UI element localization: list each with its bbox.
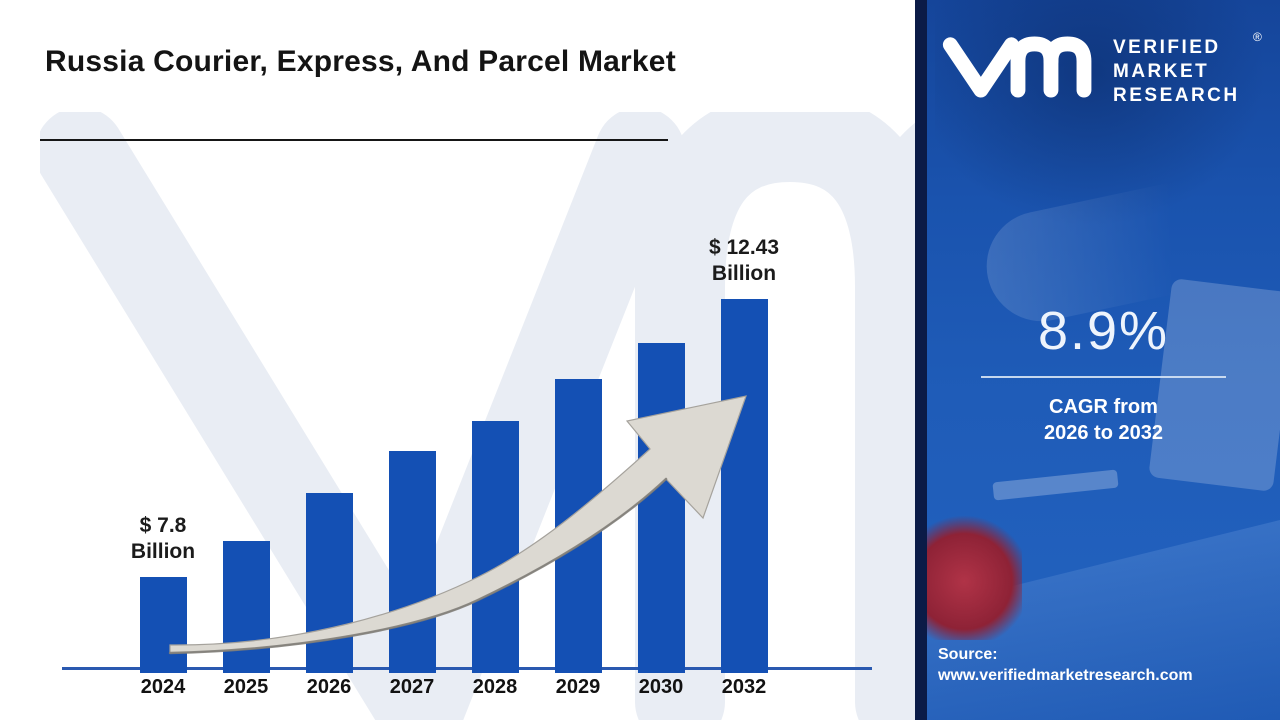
value-callout-2032: $ 12.43 Billion (708, 236, 780, 285)
sidebar-photo-shape-clock (917, 510, 1022, 640)
x-tick-label-2030: 2030 (638, 676, 684, 698)
title-underline (40, 139, 668, 141)
sidebar-photo-shape-keyboard (992, 469, 1119, 501)
brand-sidebar: VERIFIED MARKET RESEARCH ® 8.9% CAGR fro… (915, 0, 1280, 720)
bar-chart: 2024 2025 2026 2027 2028 2029 2030 2032 $ 7.8 Bil… (62, 236, 872, 698)
x-tick-label-2024: 2024 (140, 676, 186, 698)
value-callout-2024: $ 7.8 Billion (130, 514, 196, 563)
bar-2032 (720, 299, 768, 673)
bar-2028 (471, 421, 519, 673)
source-label: Source: (938, 646, 998, 663)
bar-2026 (305, 493, 353, 673)
registered-trademark-icon: ® (1253, 30, 1262, 44)
x-tick-label-2028: 2028 (472, 676, 518, 698)
vmr-monogram-watermark-icon (40, 112, 940, 720)
source-block: Source: www.verifiedmarketresearch.com (938, 644, 1268, 686)
brand-name: VERIFIED MARKET RESEARCH (1113, 36, 1240, 108)
cagr-caption-line2: 2026 to 2032 (1044, 422, 1163, 444)
bar-2029 (554, 379, 602, 673)
chart-panel: Russia Courier, Express, And Parcel Mark… (40, 45, 940, 720)
x-tick-label-2026: 2026 (306, 676, 352, 698)
brand-name-line1: VERIFIED (1113, 37, 1221, 58)
bar-2024 (139, 577, 187, 673)
cagr-block: 8.9% CAGR from 2026 to 2032 (927, 300, 1280, 446)
x-tick-label-2027: 2027 (389, 676, 435, 698)
brand-name-line2: MARKET (1113, 61, 1210, 82)
bar-2030 (637, 343, 685, 673)
cagr-value: 8.9% (1037, 301, 1170, 361)
x-tick-label-2025: 2025 (223, 676, 269, 698)
sidebar-photo-shape-person (935, 0, 1280, 240)
source-url: www.verifiedmarketresearch.com (938, 667, 1193, 684)
vmr-logo-icon (942, 36, 1092, 98)
cagr-divider (981, 376, 1226, 378)
x-tick-label-2032: 2032 (721, 676, 767, 698)
cagr-caption-line1: CAGR from (1049, 396, 1158, 418)
sidebar-edge-strip (915, 0, 927, 720)
x-tick-label-2029: 2029 (555, 676, 601, 698)
page-title: Russia Courier, Express, And Parcel Mark… (45, 45, 676, 78)
x-axis-line (62, 667, 872, 670)
bar-2027 (388, 451, 436, 673)
brand-name-line3: RESEARCH (1113, 85, 1240, 106)
